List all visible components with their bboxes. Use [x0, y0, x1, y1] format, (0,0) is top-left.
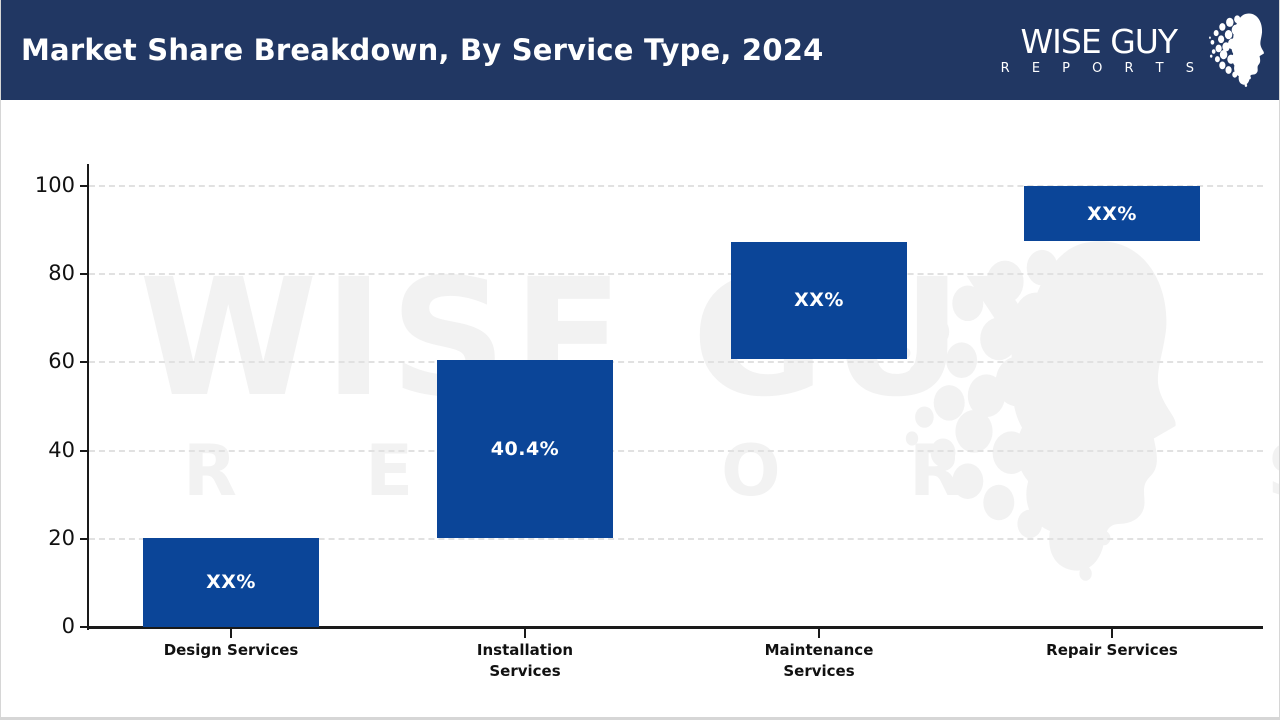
y-tick-mark-60 — [80, 361, 89, 364]
y-tick-label-100: 100 — [34, 173, 75, 197]
bar-design-services: XX% — [143, 537, 319, 627]
bottom-border — [1, 717, 1279, 720]
x-category-label-maintenance-services: Maintenance Services — [764, 641, 874, 680]
y-tick-mark-20 — [80, 537, 89, 540]
y-tick-label-20: 20 — [48, 525, 75, 550]
logo-wordmark: WISE GUY R E P O R T S — [995, 25, 1203, 76]
x-tick-mark-repair-services — [1111, 629, 1113, 638]
y-tick-mark-40 — [80, 449, 89, 452]
gridline-80 — [89, 273, 1263, 276]
logo-name-text: WISE GUY — [1020, 21, 1179, 61]
y-tick-label-40: 40 — [48, 437, 75, 462]
x-category-label-design-services: Design Services — [163, 641, 299, 659]
chart-title: Market Share Breakdown, By Service Type,… — [21, 33, 824, 67]
logo-subtitle-text: R E P O R T S — [1000, 60, 1203, 76]
header-bar: Market Share Breakdown, By Service Type,… — [1, 0, 1279, 100]
bar-installation-services: 40.4% — [437, 359, 613, 538]
y-tick-mark-0 — [80, 626, 89, 628]
x-axis-line — [87, 626, 1263, 629]
x-category-label-repair-services: Repair Services — [1046, 641, 1178, 659]
bar-value-label-maintenance-services: XX% — [794, 289, 844, 312]
gridline-20 — [89, 537, 1263, 540]
y-tick-label-0: 0 — [61, 614, 75, 638]
gridline-40 — [89, 449, 1263, 452]
logo-head-icon — [1209, 13, 1264, 87]
x-tick-mark-maintenance-services — [818, 629, 820, 638]
bar-maintenance-services: XX% — [731, 241, 907, 360]
x-tick-mark-design-services — [230, 629, 232, 638]
y-tick-label-80: 80 — [48, 261, 75, 286]
gridline-60 — [89, 361, 1263, 364]
gridline-100 — [89, 185, 1263, 187]
x-tick-mark-installation-services — [524, 629, 526, 638]
wiseguy-logo: WISE GUY R E P O R T S — [995, 10, 1267, 90]
bar-value-label-repair-services: XX% — [1087, 202, 1137, 225]
bar-value-label-design-services: XX% — [206, 571, 256, 594]
y-tick-mark-100 — [80, 185, 89, 187]
y-tick-label-60: 60 — [48, 349, 75, 374]
bar-repair-services: XX% — [1024, 186, 1200, 242]
bar-value-label-installation-services: 40.4% — [490, 437, 560, 460]
y-axis-line — [87, 164, 89, 630]
x-category-label-installation-services: Installation Services — [476, 641, 574, 680]
y-tick-mark-80 — [80, 273, 89, 276]
